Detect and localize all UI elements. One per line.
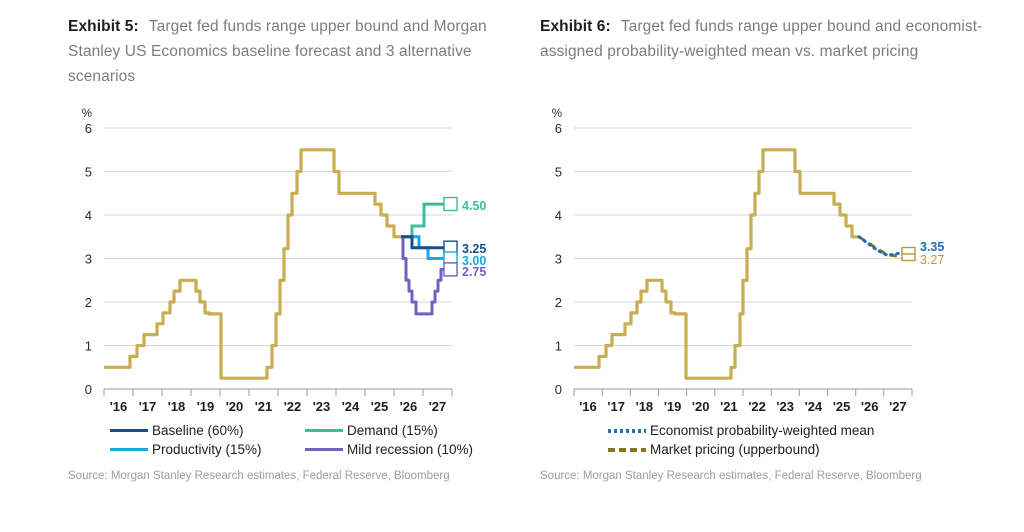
svg-text:'24: '24 xyxy=(342,399,360,414)
svg-text:'23: '23 xyxy=(313,399,331,414)
gridlines xyxy=(574,127,912,390)
svg-text:'17: '17 xyxy=(607,399,625,414)
svg-text:'18: '18 xyxy=(636,399,654,414)
svg-text:'22: '22 xyxy=(284,399,302,414)
exhibit-6-source: Source: Morgan Stanley Research estimate… xyxy=(540,470,922,482)
svg-text:0: 0 xyxy=(555,382,562,397)
svg-text:'25: '25 xyxy=(833,399,851,414)
legend-swatch-demand xyxy=(305,428,343,433)
svg-text:%: % xyxy=(552,108,562,120)
svg-text:'27: '27 xyxy=(429,399,447,414)
endpoint-label-mild-recession: 2.75 xyxy=(462,265,487,279)
svg-text:'27: '27 xyxy=(889,399,907,414)
y-axis-labels: 6 5 4 3 2 1 0 % xyxy=(552,108,562,397)
svg-text:4: 4 xyxy=(85,208,92,223)
svg-text:5: 5 xyxy=(85,165,92,180)
svg-text:'20: '20 xyxy=(692,399,710,414)
legend-item-mild-recession[interactable]: Mild recession (10%) xyxy=(305,442,473,457)
legend-item-market-pricing[interactable]: Market pricing (upperbound) xyxy=(608,442,820,457)
svg-text:'17: '17 xyxy=(139,399,157,414)
y-axis-labels: 6 5 4 3 2 1 0 % xyxy=(82,108,92,397)
svg-text:'20: '20 xyxy=(226,399,244,414)
endpoint-marker-demand xyxy=(443,196,458,212)
legend-swatch-market-pricing xyxy=(608,447,646,452)
exhibit-5-title: Exhibit 5: Target fed funds range upper b… xyxy=(68,14,504,89)
legend-item-baseline[interactable]: Baseline (60%) xyxy=(110,423,305,438)
svg-text:'25: '25 xyxy=(371,399,389,414)
svg-text:%: % xyxy=(82,108,92,120)
exhibit-6-title-text: Target fed funds range upper bound and e… xyxy=(540,18,983,60)
svg-text:'21: '21 xyxy=(720,399,738,414)
svg-text:'21: '21 xyxy=(255,399,273,414)
legend-item-productivity[interactable]: Productivity (15%) xyxy=(110,442,305,457)
exhibit-6-legend: Economist probability-weighted mean Mark… xyxy=(608,421,938,459)
exhibit-5-panel: Exhibit 5: Target fed funds range upper b… xyxy=(68,14,504,482)
endpoint-label-economist-mean: 3.35 xyxy=(920,240,945,254)
series-mild-recession xyxy=(401,235,452,316)
svg-text:'24: '24 xyxy=(805,399,823,414)
svg-text:1: 1 xyxy=(85,339,92,354)
exhibit-5-label: Exhibit 5: xyxy=(68,18,139,35)
svg-text:'19: '19 xyxy=(664,399,682,414)
svg-text:1: 1 xyxy=(555,339,562,354)
svg-text:3: 3 xyxy=(85,252,92,267)
legend-label-productivity: Productivity (15%) xyxy=(152,442,262,457)
legend-swatch-baseline xyxy=(110,428,148,433)
endpoint-label-baseline: 3.25 xyxy=(462,242,487,256)
legend-swatch-economist-mean xyxy=(608,428,646,433)
exhibit-5-svg: 6 5 4 3 2 1 0 % xyxy=(82,108,458,414)
endpoint-label-productivity: 3.00 xyxy=(462,253,487,268)
exhibit-6-chart: 6 5 4 3 2 1 0 % xyxy=(512,0,1024,532)
svg-text:'19: '19 xyxy=(197,399,215,414)
svg-text:3: 3 xyxy=(555,252,562,267)
svg-text:0: 0 xyxy=(85,382,92,397)
exhibit-5-chart: 6 5 4 3 2 1 0 % xyxy=(82,108,458,414)
legend-label-demand: Demand (15%) xyxy=(347,423,438,438)
svg-text:'16: '16 xyxy=(110,399,128,414)
series-market-pricing xyxy=(858,235,908,258)
series-baseline xyxy=(401,235,452,250)
legend-swatch-mild-recession xyxy=(305,447,343,452)
svg-text:5: 5 xyxy=(555,165,562,180)
series-history xyxy=(574,148,859,380)
svg-text:'23: '23 xyxy=(776,399,794,414)
series-economist-mean xyxy=(857,235,910,257)
svg-text:2: 2 xyxy=(85,295,92,310)
exhibit-6-svg: 6 5 4 3 2 1 0 % xyxy=(552,108,916,414)
endpoint-label-market-pricing: 3.27 xyxy=(920,253,945,267)
exhibit-5-title-text: Target fed funds range upper bound and M… xyxy=(68,18,487,85)
endpoint-label-demand: 4.50 xyxy=(462,199,487,213)
exhibit-6-label: Exhibit 6: xyxy=(540,18,611,35)
legend-item-economist-mean[interactable]: Economist probability-weighted mean xyxy=(608,423,874,438)
legend-swatch-productivity xyxy=(110,447,148,452)
svg-text:6: 6 xyxy=(85,121,92,136)
svg-text:2: 2 xyxy=(555,295,562,310)
endpoint-marker-mild-recession xyxy=(443,262,458,277)
svg-text:4: 4 xyxy=(555,208,562,223)
legend-label-economist-mean: Economist probability-weighted mean xyxy=(650,423,875,438)
svg-text:'18: '18 xyxy=(168,399,186,414)
exhibit-6-panel: Exhibit 6: Target fed funds range upper b… xyxy=(512,0,1024,532)
svg-text:'26: '26 xyxy=(400,399,418,414)
x-axis: '16 '17 '18 '19 '20 '21 '22 '23 '24 '25 … xyxy=(573,388,913,414)
legend-item-demand[interactable]: Demand (15%) xyxy=(305,423,438,438)
svg-text:'16: '16 xyxy=(579,399,597,414)
svg-text:6: 6 xyxy=(555,121,562,136)
svg-text:'26: '26 xyxy=(861,399,879,414)
legend-label-market-pricing: Market pricing (upperbound) xyxy=(650,442,820,457)
exhibit-5-legend: Baseline (60%) Demand (15%) Productivity… xyxy=(110,421,500,459)
gridlines xyxy=(104,127,452,390)
exhibit-6-title: Exhibit 6: Target fed funds range upper b… xyxy=(540,14,990,64)
series-history xyxy=(104,148,401,380)
svg-text:'22: '22 xyxy=(748,399,766,414)
exhibit-5-source: Source: Morgan Stanley Research estimate… xyxy=(68,470,450,482)
legend-label-mild-recession: Mild recession (10%) xyxy=(347,442,474,457)
x-axis: '16 '17 '18 '19 '20 '21 '22 '23 '24 '25 … xyxy=(103,388,453,414)
legend-label-baseline: Baseline (60%) xyxy=(152,423,244,438)
